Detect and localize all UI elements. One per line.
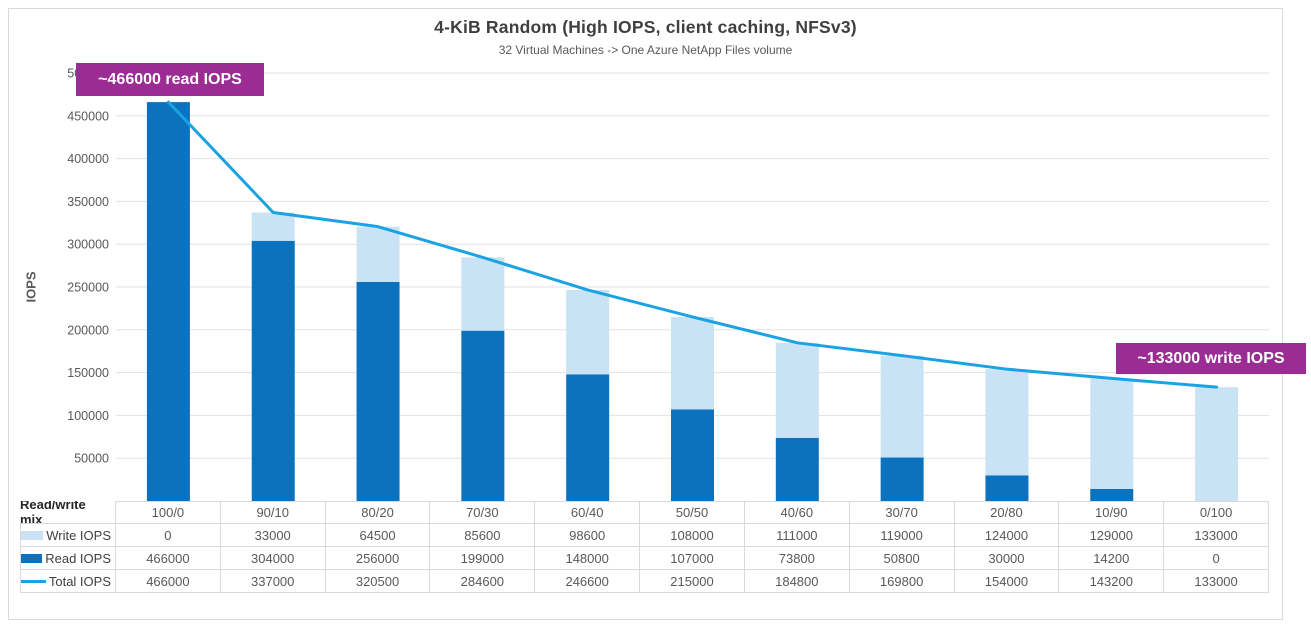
y-tick-label: 350000 bbox=[67, 195, 109, 209]
value-cell: 466000 bbox=[116, 570, 221, 593]
y-tick-label: 250000 bbox=[67, 281, 109, 295]
value-cell: 199000 bbox=[430, 547, 536, 570]
chart-title: 4-KiB Random (High IOPS, client caching,… bbox=[434, 17, 857, 37]
value-cell: 143200 bbox=[1059, 570, 1165, 593]
category-cell: 70/30 bbox=[430, 501, 536, 524]
chart-widget: 4-KiB Random (High IOPS, client caching,… bbox=[8, 8, 1306, 620]
chart-subtitle: 32 Virtual Machines -> One Azure NetApp … bbox=[498, 43, 793, 57]
value-cell: 169800 bbox=[849, 570, 955, 593]
read-iops-bar bbox=[251, 240, 295, 501]
annotation-read-iops: ~466000 read IOPS bbox=[76, 63, 264, 96]
annotation-write-iops: ~133000 write IOPS bbox=[1116, 343, 1306, 374]
value-cell: 50800 bbox=[849, 547, 955, 570]
write-iops-bar bbox=[1195, 387, 1239, 501]
value-cell: 466000 bbox=[116, 547, 221, 570]
read-iops-bar bbox=[985, 475, 1029, 501]
value-cell: 0 bbox=[116, 524, 221, 547]
category-cell: 40/60 bbox=[744, 501, 850, 524]
value-cell: 129000 bbox=[1059, 524, 1165, 547]
value-cell: 124000 bbox=[954, 524, 1060, 547]
write-iops-bar bbox=[461, 257, 505, 331]
y-tick-label: 300000 bbox=[67, 238, 109, 252]
write-iops-bar bbox=[1090, 378, 1134, 489]
y-tick-label: 100000 bbox=[67, 409, 109, 423]
plot-area: 5000004500004000003500003000002500002000… bbox=[67, 67, 1269, 501]
value-cell: 246600 bbox=[535, 570, 641, 593]
total-iops-line bbox=[166, 100, 1219, 389]
y-tick-label: 150000 bbox=[67, 366, 109, 380]
value-cell: 108000 bbox=[640, 524, 745, 547]
value-cell: 284600 bbox=[430, 570, 536, 593]
legend-cell: Read IOPS bbox=[20, 547, 116, 570]
category-cell: 30/70 bbox=[849, 501, 955, 524]
value-cell: 14200 bbox=[1059, 547, 1165, 570]
value-cell: 215000 bbox=[640, 570, 745, 593]
write-iops-bar bbox=[880, 355, 924, 458]
value-cell: 337000 bbox=[220, 570, 326, 593]
read-iops-bar bbox=[356, 281, 400, 501]
category-cell: 10/90 bbox=[1059, 501, 1165, 524]
write-iops-bar bbox=[356, 226, 400, 282]
category-cell: 20/80 bbox=[954, 501, 1060, 524]
read-iops-legend-swatch-icon bbox=[21, 553, 43, 563]
category-cell: 60/40 bbox=[535, 501, 641, 524]
write-iops-bar bbox=[985, 369, 1029, 476]
category-cell: 100/0 bbox=[116, 501, 221, 524]
read-iops-bar bbox=[775, 437, 819, 501]
write-iops-legend-swatch-icon bbox=[21, 530, 44, 540]
value-cell: 256000 bbox=[325, 547, 431, 570]
legend-cell: Write IOPS bbox=[20, 524, 116, 547]
value-cell: 30000 bbox=[954, 547, 1060, 570]
data-table: Read/write mix 100/0 90/10 80/20 70/30 60/40 5… bbox=[9, 501, 1269, 593]
value-cell: 111000 bbox=[744, 524, 850, 547]
legend-cell: Total IOPS bbox=[20, 570, 116, 593]
value-cell: 73800 bbox=[744, 547, 850, 570]
value-cell: 184800 bbox=[744, 570, 850, 593]
category-cell: 90/10 bbox=[220, 501, 326, 524]
write-iops-bar bbox=[566, 289, 610, 375]
read-iops-bar bbox=[566, 374, 610, 501]
category-cell: 50/50 bbox=[640, 501, 745, 524]
value-cell: 64500 bbox=[325, 524, 431, 547]
value-cell: 85600 bbox=[430, 524, 536, 547]
value-cell: 107000 bbox=[640, 547, 745, 570]
read-iops-bar bbox=[880, 457, 924, 501]
write-iops-bar bbox=[251, 212, 295, 241]
value-cell: 133000 bbox=[1164, 524, 1269, 547]
total-iops-legend-swatch-icon bbox=[21, 579, 46, 583]
value-cell: 0 bbox=[1164, 547, 1269, 570]
value-cell: 148000 bbox=[535, 547, 641, 570]
legend-label: Total IOPS bbox=[48, 573, 111, 589]
value-cell: 119000 bbox=[849, 524, 955, 547]
y-tick-label: 50000 bbox=[74, 452, 109, 466]
read-iops-bar bbox=[1090, 488, 1134, 501]
legend-label: Read IOPS bbox=[45, 550, 111, 566]
category-cell: 80/20 bbox=[325, 501, 431, 524]
write-iops-bar bbox=[775, 342, 819, 438]
category-cell: 0/100 bbox=[1164, 501, 1269, 524]
row-header-read-write-mix: Read/write mix bbox=[20, 501, 116, 524]
y-tick-label: 400000 bbox=[67, 152, 109, 166]
read-iops-bar bbox=[146, 102, 190, 501]
y-tick-label: 200000 bbox=[67, 323, 109, 337]
read-iops-bar bbox=[671, 409, 714, 501]
value-cell: 154000 bbox=[954, 570, 1060, 593]
value-cell: 133000 bbox=[1164, 570, 1269, 593]
value-cell: 320500 bbox=[325, 570, 431, 593]
value-cell: 98600 bbox=[535, 524, 641, 547]
legend-label: Write IOPS bbox=[46, 527, 111, 543]
read-iops-bar bbox=[461, 330, 505, 501]
value-cell: 304000 bbox=[220, 547, 326, 570]
value-cell: 33000 bbox=[220, 524, 326, 547]
write-iops-bar bbox=[671, 316, 714, 410]
y-tick-label: 450000 bbox=[67, 109, 109, 123]
